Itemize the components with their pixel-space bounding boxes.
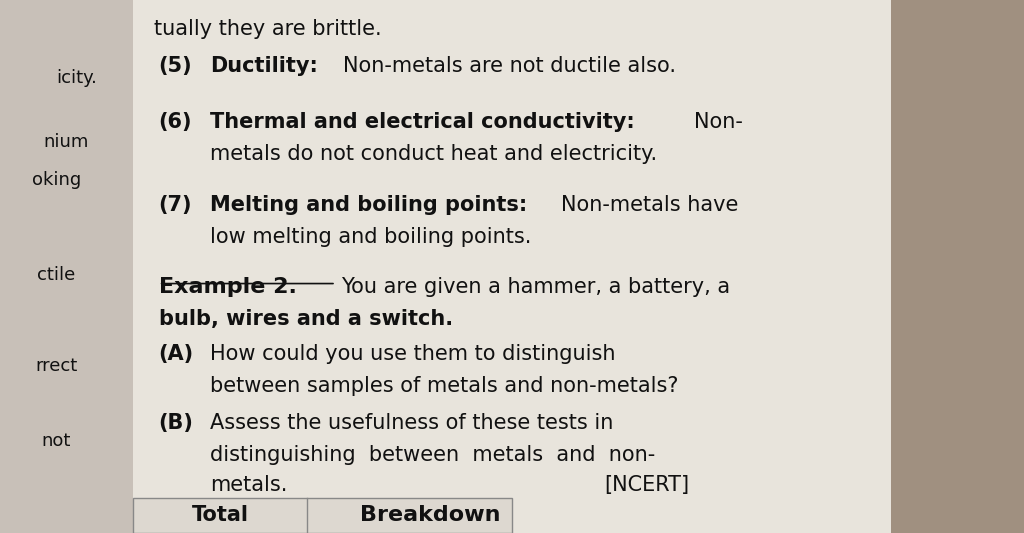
Text: (5): (5) [159,56,193,76]
Text: Thermal and electrical conductivity:: Thermal and electrical conductivity: [210,112,635,132]
Text: You are given a hammer, a battery, a: You are given a hammer, a battery, a [341,277,730,297]
Text: Ductility:: Ductility: [210,56,317,76]
Text: (6): (6) [159,112,193,132]
Text: Non-metals have: Non-metals have [561,195,738,215]
Text: ctile: ctile [37,266,76,285]
Text: rrect: rrect [35,357,78,375]
Text: metals.: metals. [210,475,288,496]
Text: low melting and boiling points.: low melting and boiling points. [210,227,531,247]
Text: icity.: icity. [56,69,97,87]
Text: How could you use them to distinguish: How could you use them to distinguish [210,344,615,364]
Text: (B): (B) [159,413,194,433]
Text: Melting and boiling points:: Melting and boiling points: [210,195,527,215]
FancyBboxPatch shape [891,0,1024,533]
Text: Breakdown: Breakdown [359,505,501,526]
Text: Non-metals are not ductile also.: Non-metals are not ductile also. [343,56,676,76]
Text: distinguishing  between  metals  and  non-: distinguishing between metals and non- [210,445,655,465]
Text: (A): (A) [159,344,194,364]
Text: bulb, wires and a switch.: bulb, wires and a switch. [159,309,453,329]
Text: metals do not conduct heat and electricity.: metals do not conduct heat and electrici… [210,144,657,164]
Text: Total: Total [191,505,249,526]
Text: Assess the usefulness of these tests in: Assess the usefulness of these tests in [210,413,613,433]
Text: (7): (7) [159,195,193,215]
Text: tually they are brittle.: tually they are brittle. [154,19,381,39]
Text: nium: nium [44,133,89,151]
Text: between samples of metals and non-metals?: between samples of metals and non-metals… [210,376,679,396]
FancyBboxPatch shape [133,0,891,533]
FancyBboxPatch shape [0,0,133,533]
FancyBboxPatch shape [133,498,512,533]
Text: oking: oking [32,171,81,189]
Text: not: not [42,432,71,450]
Text: Non-: Non- [694,112,743,132]
Text: Example 2.: Example 2. [159,277,297,297]
Text: [NCERT]: [NCERT] [604,475,689,496]
